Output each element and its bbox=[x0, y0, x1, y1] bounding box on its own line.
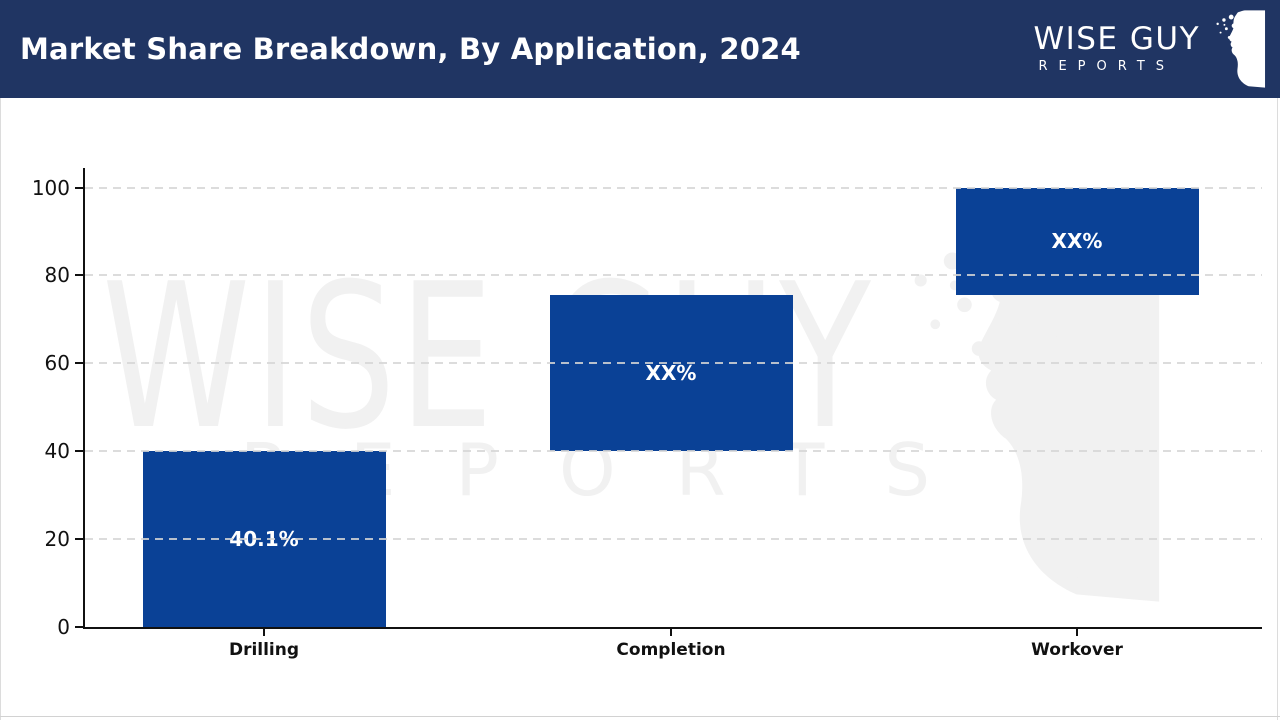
y-tick-label: 20 bbox=[44, 527, 70, 552]
x-axis bbox=[83, 627, 1262, 629]
brand-logo: WISE GUY REPORTS bbox=[1033, 9, 1266, 89]
y-tick-label: 0 bbox=[57, 615, 70, 639]
header-bar: Market Share Breakdown, By Application, … bbox=[0, 0, 1280, 98]
bar-completion: XX% bbox=[549, 294, 793, 451]
logo-wordmark: WISE GUY bbox=[1033, 21, 1200, 57]
y-tick-mark bbox=[75, 362, 85, 365]
x-tick-mark bbox=[670, 629, 672, 636]
x-tick-label: Completion bbox=[616, 640, 726, 660]
logo-subtext: REPORTS bbox=[1038, 59, 1176, 74]
logo-head-icon bbox=[1216, 10, 1266, 88]
bar-value-label: XX% bbox=[1051, 229, 1103, 254]
logo-text: WISE GUY REPORTS bbox=[1033, 21, 1200, 75]
gridline bbox=[85, 538, 1262, 541]
bar-value-label: XX% bbox=[645, 360, 697, 385]
gridline bbox=[85, 362, 1262, 365]
y-tick-label: 40 bbox=[44, 439, 70, 464]
y-axis bbox=[83, 168, 85, 629]
gridline bbox=[85, 274, 1262, 277]
frame-edge-left bbox=[0, 98, 1, 720]
y-tick-mark bbox=[75, 186, 85, 189]
y-tick-mark bbox=[75, 450, 85, 453]
y-tick-mark bbox=[75, 538, 85, 541]
x-tick-label: Workover bbox=[1031, 640, 1123, 660]
x-tick-mark bbox=[1076, 629, 1078, 636]
y-tick-mark bbox=[75, 274, 85, 277]
gridline bbox=[85, 450, 1262, 453]
y-tick-label: 80 bbox=[44, 263, 70, 288]
gridline bbox=[85, 186, 1262, 189]
chart-title: Market Share Breakdown, By Application, … bbox=[20, 32, 801, 66]
x-tick-label: Drilling bbox=[228, 640, 300, 660]
frame-edge-right bbox=[1277, 98, 1278, 720]
y-tick-mark bbox=[75, 626, 85, 628]
frame-edge-bottom bbox=[0, 716, 1280, 717]
y-tick-label: 60 bbox=[44, 351, 70, 376]
bar-workover: XX% bbox=[955, 187, 1199, 295]
y-tick-label: 100 bbox=[31, 175, 70, 200]
x-tick-mark bbox=[263, 629, 265, 636]
